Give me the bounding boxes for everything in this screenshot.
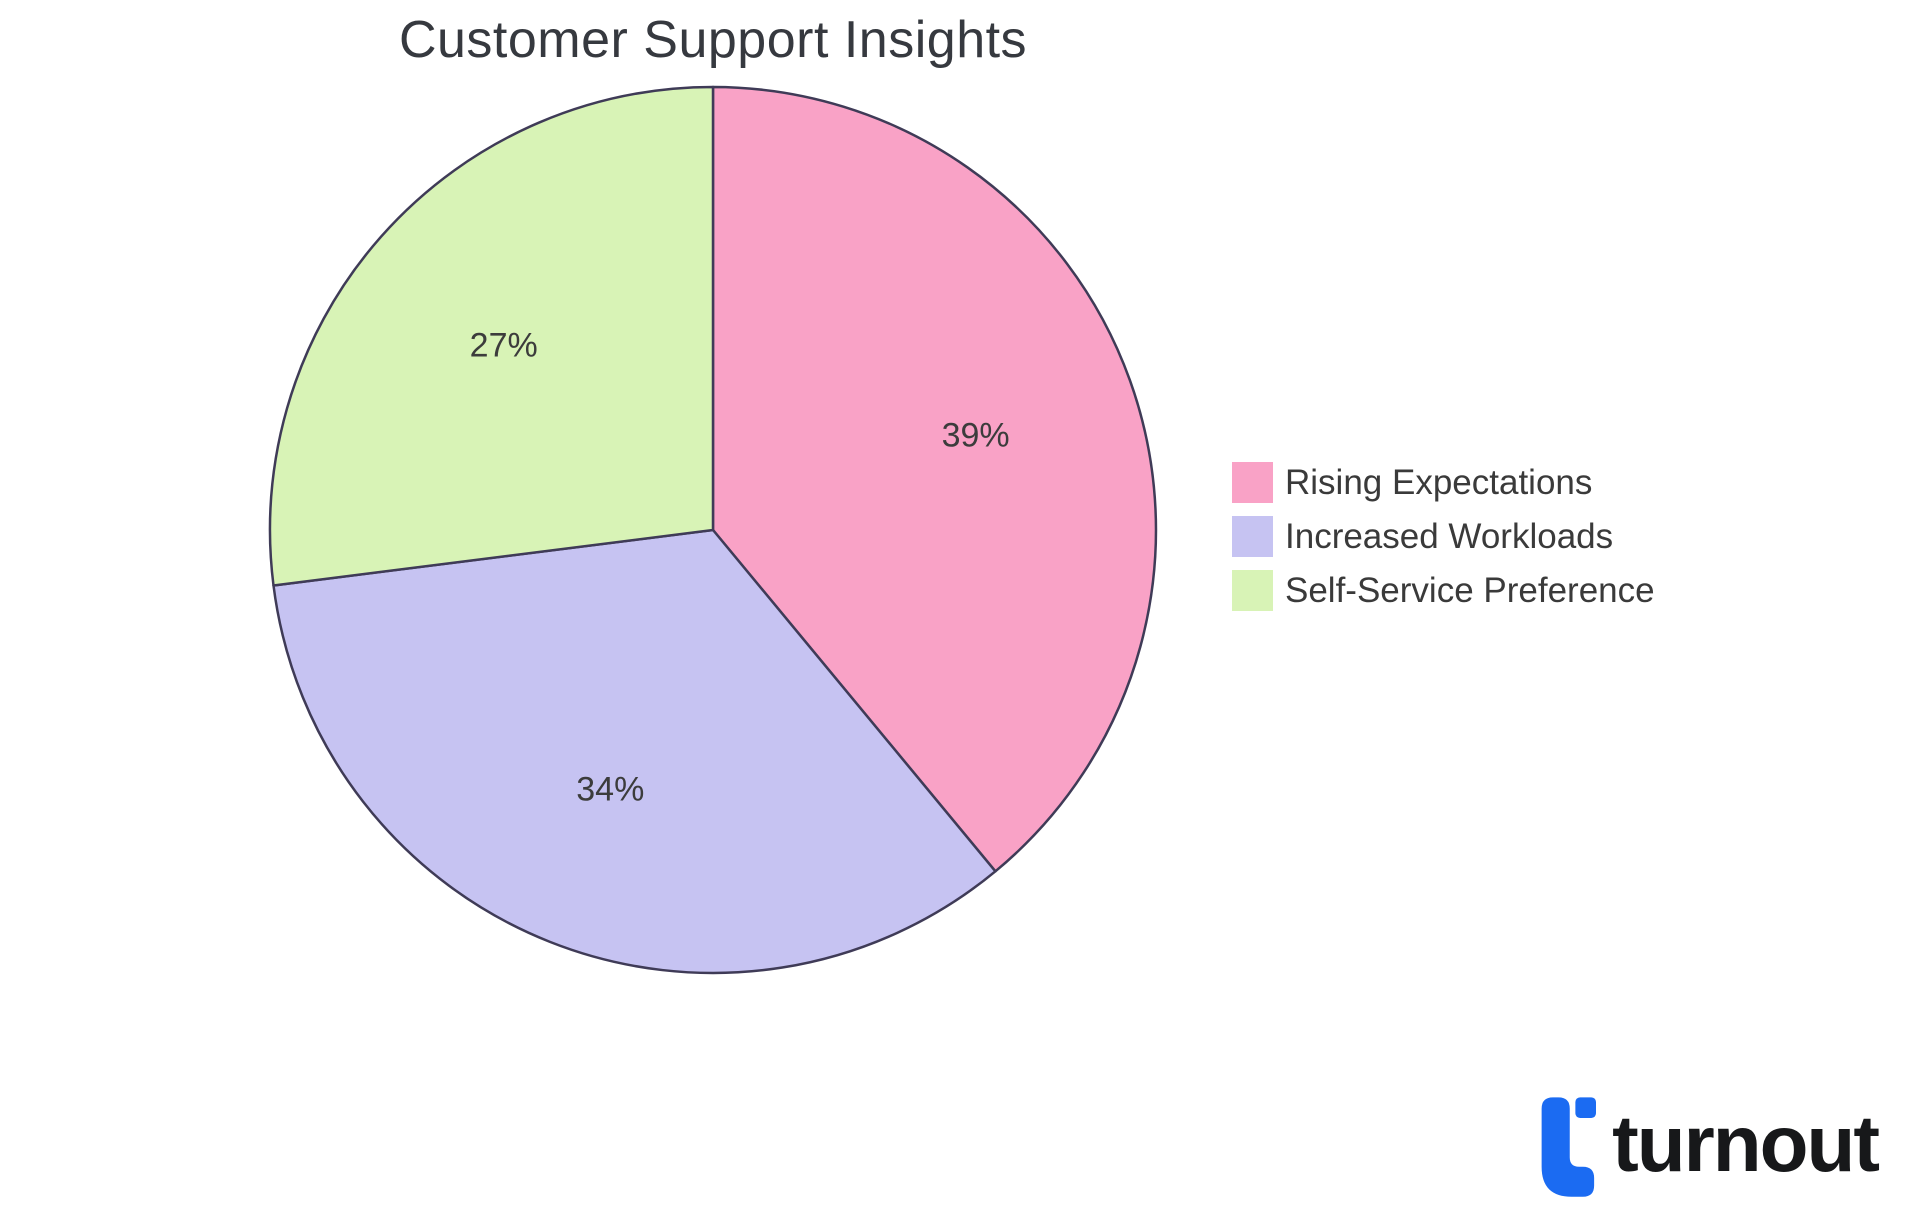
legend-swatch-rising-expectations [1232, 462, 1273, 503]
pie-slice-1 [272, 528, 997, 975]
chart-title: Customer Support Insights [398, 11, 1028, 69]
pie-slice-0 [711, 85, 1158, 873]
legend-item-rising-expectations: Rising Expectations [1232, 462, 1655, 503]
slice-label-0: 39% [942, 417, 1010, 455]
logo-glyph-stem [1541, 1097, 1595, 1197]
turnout-logo: turnout [1536, 1095, 1880, 1199]
legend-swatch-self-service-preference [1232, 570, 1273, 611]
legend-label: Increased Workloads [1285, 516, 1614, 556]
legend: Rising Expectations Increased Workloads … [1232, 462, 1655, 611]
legend-label: Rising Expectations [1285, 462, 1593, 502]
turnout-wordmark: turnout [1612, 1099, 1880, 1188]
legend-item-self-service-preference: Self-Service Preference [1232, 570, 1655, 611]
legend-item-increased-workloads: Increased Workloads [1232, 516, 1655, 557]
slice-label-1: 34% [576, 771, 644, 809]
pie-slice-2 [268, 85, 715, 587]
slice-label-2: 27% [470, 326, 538, 364]
turnout-logo-icon [1541, 1097, 1597, 1197]
legend-label: Self-Service Preference [1285, 570, 1655, 610]
logo-glyph-flag [1575, 1097, 1597, 1118]
legend-swatch-increased-workloads [1232, 516, 1273, 557]
